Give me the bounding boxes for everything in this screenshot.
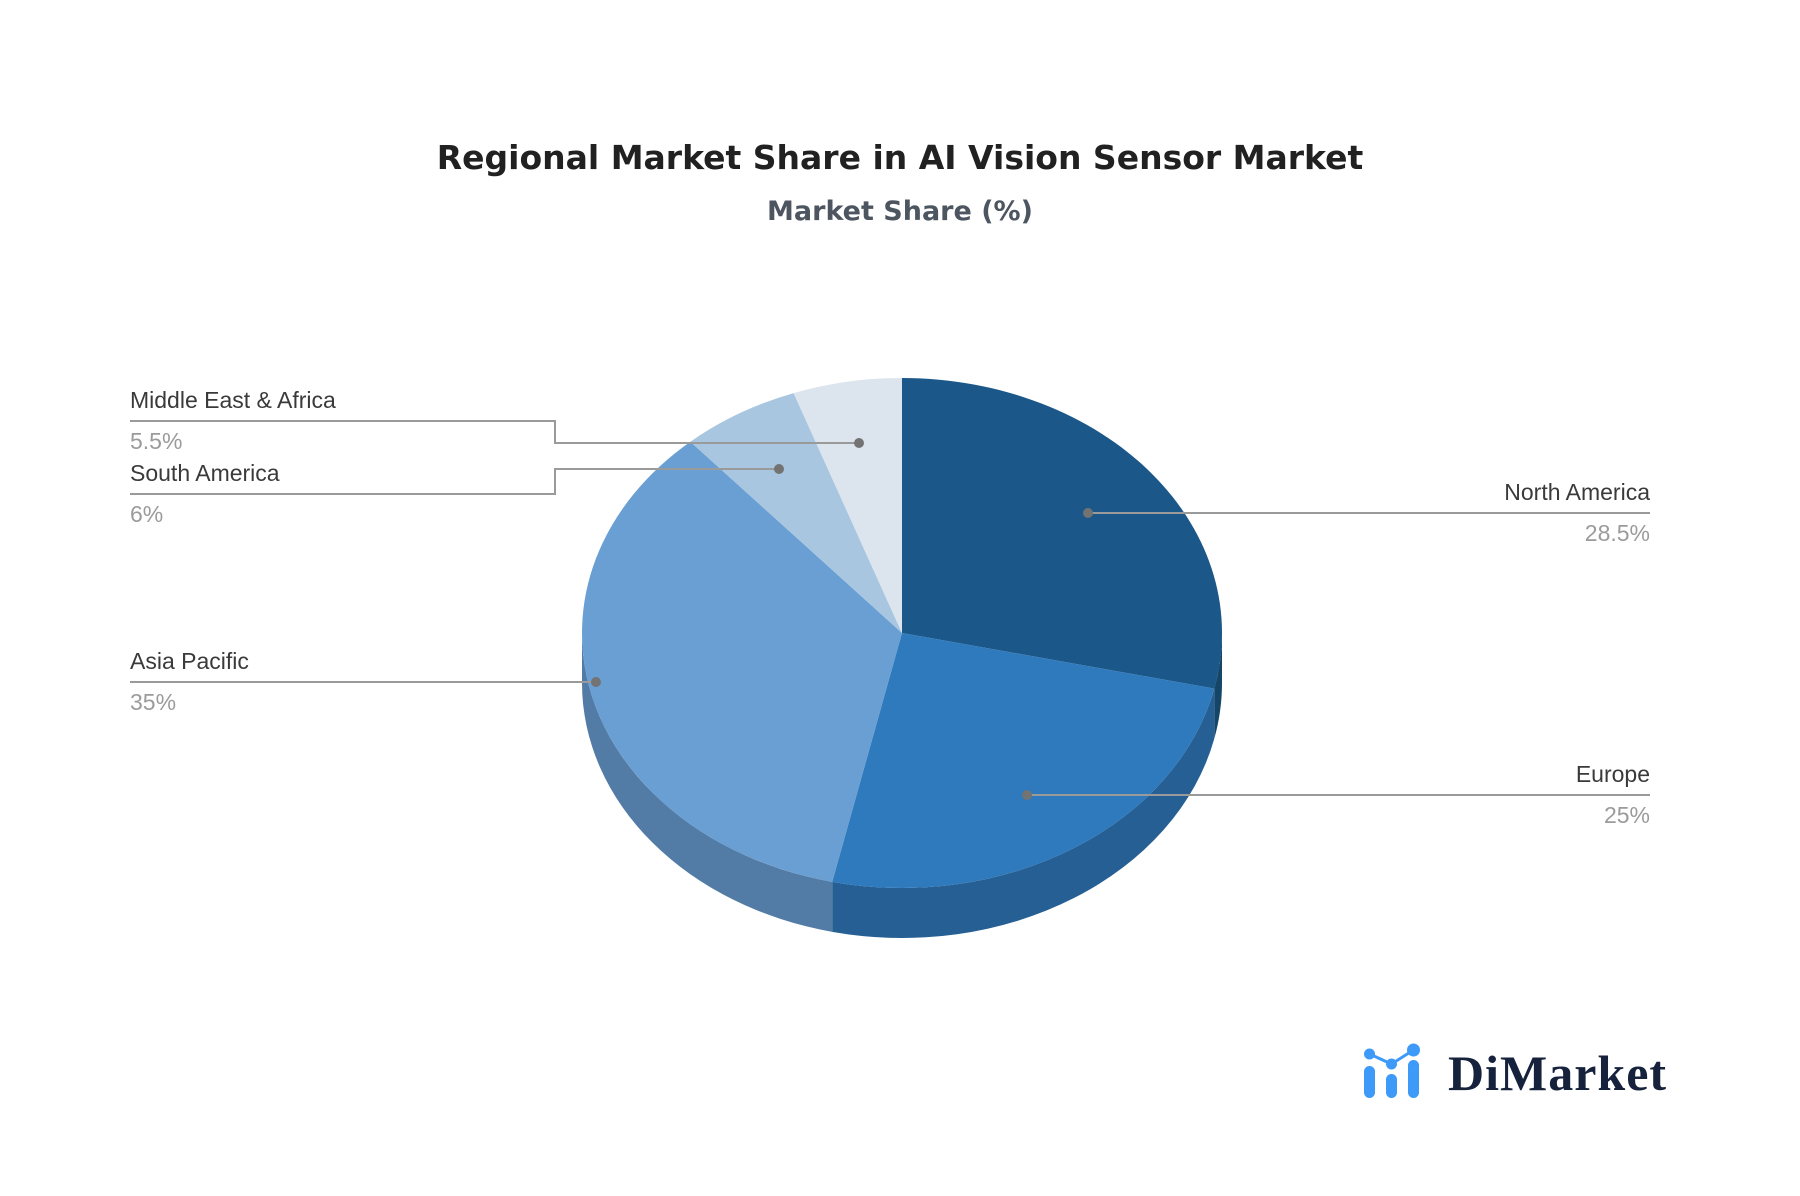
callout-value: 35% (130, 689, 177, 715)
callout-label: Middle East & Africa (130, 387, 336, 413)
callout-asia-pacific: Asia Pacific 35% (130, 647, 249, 716)
dimarket-logo-text: DiMarket (1448, 1045, 1668, 1101)
callout-middle-east-africa: Middle East & Africa 5.5% (130, 386, 336, 455)
callout-value: 5.5% (130, 428, 183, 454)
chart-subtitle: Market Share (%) (767, 196, 1033, 227)
chart-title: Regional Market Share in AI Vision Senso… (436, 138, 1364, 177)
dimarket-logo: DiMarket (1358, 1042, 1667, 1104)
callout-label: Europe (1575, 761, 1650, 787)
callout-value: 28.5% (1584, 520, 1650, 546)
callout-label: North America (1504, 479, 1650, 505)
callout-south-america: South America 6% (130, 459, 280, 528)
callout-value: 25% (1603, 802, 1650, 828)
bar-line-chart-icon (1364, 1043, 1420, 1098)
callout-label: South America (130, 460, 280, 486)
callout-value: 6% (130, 501, 164, 527)
callout-europe: Europe 25% (1576, 760, 1650, 829)
callout-north-america: North America 28.5% (1504, 478, 1650, 547)
callout-label: Asia Pacific (130, 648, 249, 674)
